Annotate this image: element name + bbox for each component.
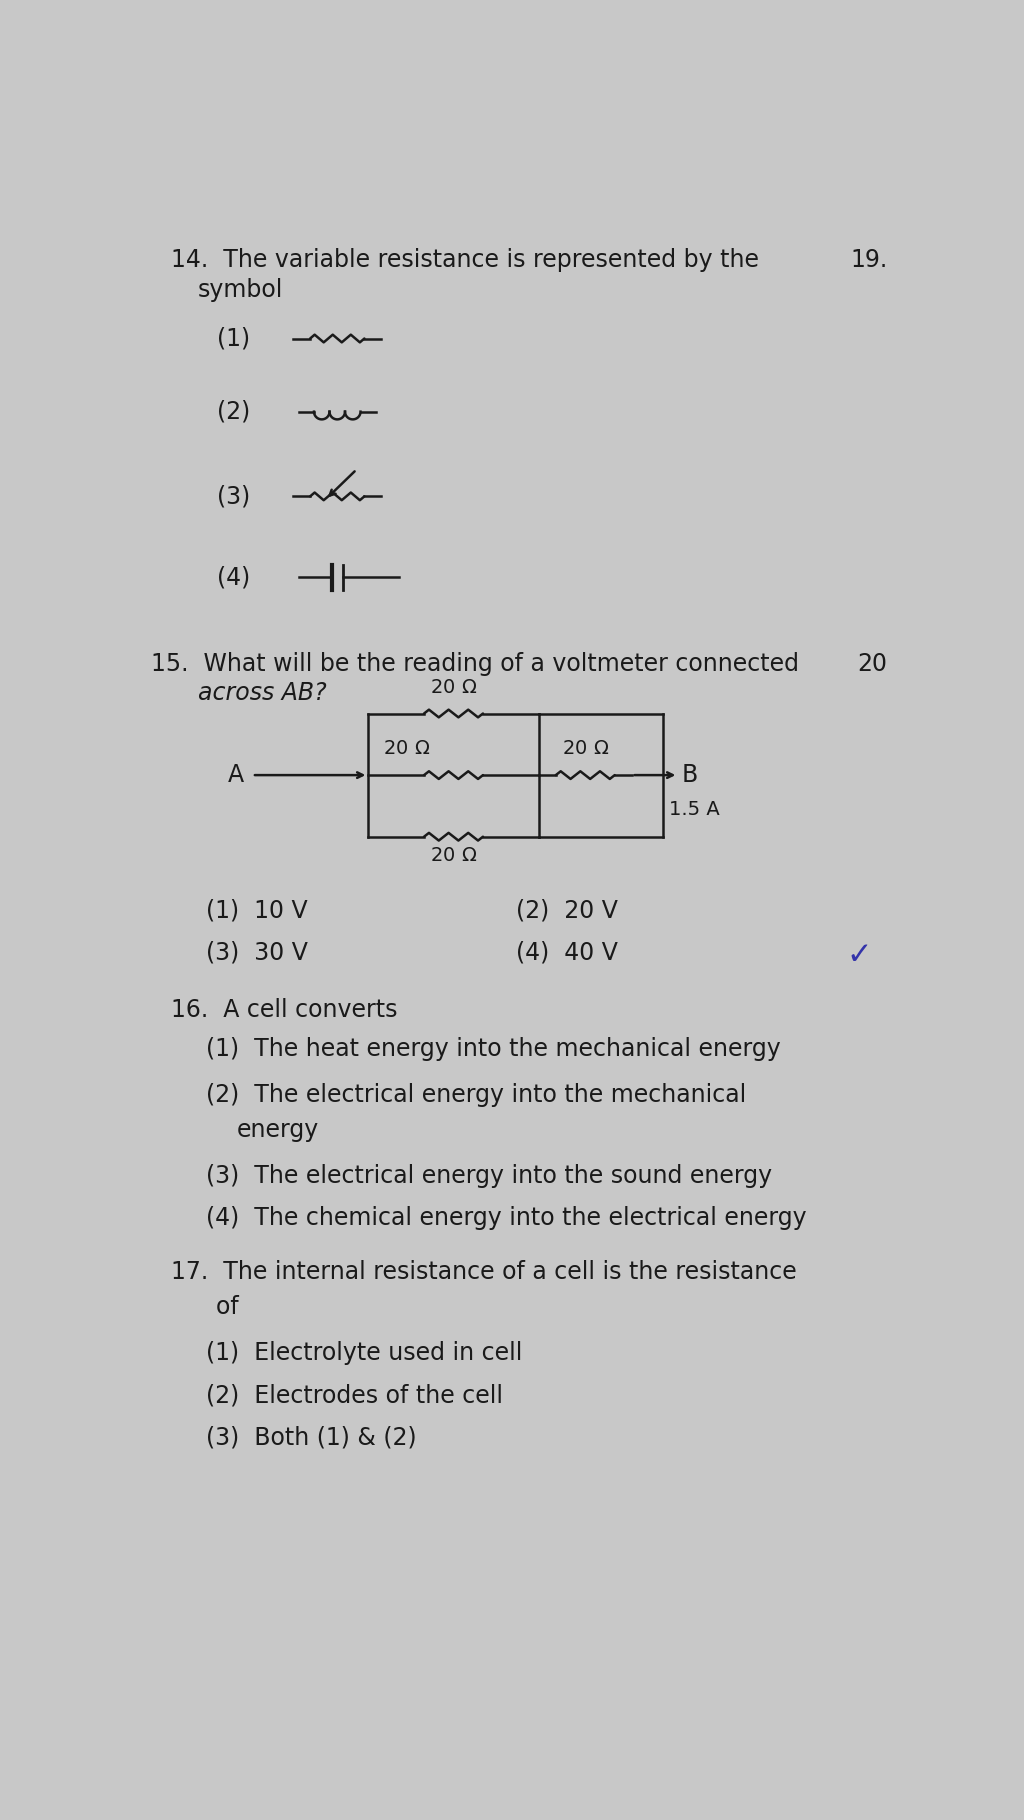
Text: 15.  What will be the reading of a voltmeter connected: 15. What will be the reading of a voltme…	[152, 652, 800, 675]
Text: 20 $\Omega$: 20 $\Omega$	[430, 846, 477, 864]
Text: (4): (4)	[217, 566, 251, 590]
Text: 14.  The variable resistance is represented by the: 14. The variable resistance is represent…	[171, 248, 759, 271]
Text: ✓: ✓	[847, 941, 872, 970]
Text: (2)  The electrical energy into the mechanical: (2) The electrical energy into the mecha…	[206, 1083, 745, 1107]
Text: (2)  20 V: (2) 20 V	[515, 899, 617, 923]
Text: (3)  Both (1) & (2): (3) Both (1) & (2)	[206, 1425, 416, 1451]
Text: (3)  30 V: (3) 30 V	[206, 941, 307, 965]
Text: 20: 20	[857, 652, 888, 675]
Text: B: B	[682, 763, 698, 786]
Text: (3)  The electrical energy into the sound energy: (3) The electrical energy into the sound…	[206, 1165, 772, 1188]
Text: of: of	[171, 1294, 239, 1320]
Text: (1): (1)	[217, 326, 250, 351]
Text: A: A	[228, 763, 245, 786]
Text: (1)  The heat energy into the mechanical energy: (1) The heat energy into the mechanical …	[206, 1037, 780, 1061]
Text: (2)  Electrodes of the cell: (2) Electrodes of the cell	[206, 1383, 503, 1407]
Text: 19.: 19.	[850, 248, 888, 271]
Text: 16.  A cell converts: 16. A cell converts	[171, 999, 397, 1023]
Text: (4)  40 V: (4) 40 V	[515, 941, 617, 965]
Text: 20 $\Omega$: 20 $\Omega$	[430, 677, 477, 697]
Text: (2): (2)	[217, 400, 251, 424]
Text: (3): (3)	[217, 484, 251, 508]
Text: across AB?: across AB?	[198, 681, 327, 704]
Text: energy: energy	[237, 1117, 318, 1141]
Text: 17.  The internal resistance of a cell is the resistance: 17. The internal resistance of a cell is…	[171, 1259, 797, 1285]
Text: 20 $\Omega$: 20 $\Omega$	[562, 739, 609, 759]
Text: symbol: symbol	[198, 278, 283, 302]
Text: 1.5 A: 1.5 A	[669, 801, 720, 819]
Text: (1)  Electrolyte used in cell: (1) Electrolyte used in cell	[206, 1341, 522, 1365]
Text: 20 $\Omega$: 20 $\Omega$	[383, 739, 430, 759]
Text: (4)  The chemical energy into the electrical energy: (4) The chemical energy into the electri…	[206, 1207, 806, 1230]
Text: (1)  10 V: (1) 10 V	[206, 899, 307, 923]
